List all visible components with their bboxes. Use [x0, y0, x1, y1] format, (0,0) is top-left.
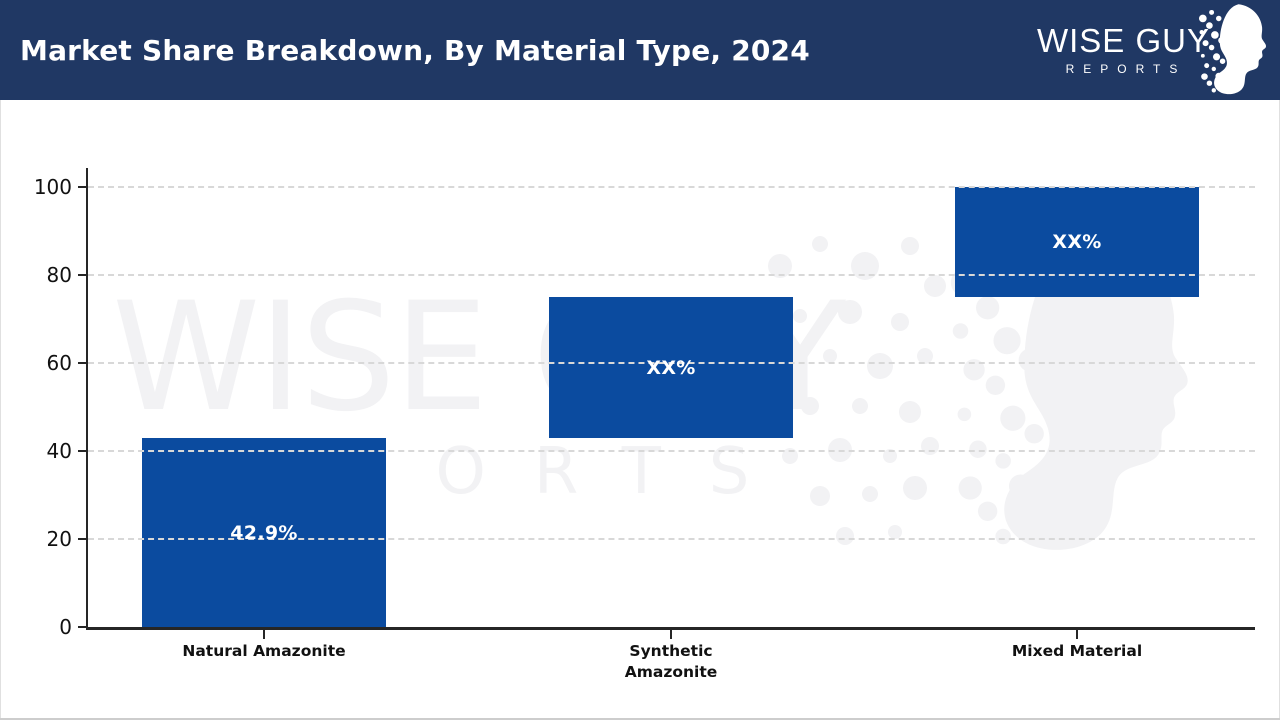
y-tick-80	[78, 274, 86, 276]
x-tick-label-2: Mixed Material	[1011, 642, 1143, 660]
y-tick-0	[78, 626, 86, 628]
brand-name: WISE GUY	[1036, 22, 1210, 59]
x-tick-1	[670, 630, 672, 639]
page-title: Market Share Breakdown, By Material Type…	[20, 33, 810, 67]
x-tick-label-0: Natural Amazonite	[182, 642, 346, 660]
gridline-60	[88, 362, 1255, 364]
x-tick-label-1: Synthetic Amazonite	[624, 642, 718, 681]
bar-natural-amazonite	[142, 438, 386, 627]
brand-logo-text: WISE GUY REPORTS	[1037, 24, 1210, 76]
header-bar: Market Share Breakdown, By Material Type…	[0, 0, 1280, 100]
x-tick-2	[1076, 630, 1078, 639]
y-tick-label-20: 20	[46, 527, 72, 551]
gridline-40	[88, 450, 1255, 452]
y-tick-label-40: 40	[46, 439, 72, 463]
bar-synthetic-amazonite	[549, 297, 793, 439]
x-axis-line	[86, 627, 1255, 630]
bar-value-label-1: XX%	[646, 356, 696, 379]
y-axis-line	[86, 168, 88, 629]
y-tick-label-60: 60	[46, 351, 72, 375]
y-tick-label-100: 100	[33, 175, 72, 199]
gridline-20	[88, 538, 1255, 540]
y-tick-100	[78, 186, 86, 188]
gridline-80	[88, 274, 1255, 276]
y-tick-20	[78, 538, 86, 540]
brand-subtitle: REPORTS	[1065, 62, 1187, 76]
y-tick-label-80: 80	[46, 263, 72, 287]
x-tick-0	[263, 630, 265, 639]
y-tick-60	[78, 362, 86, 364]
page-border-bottom	[0, 718, 1280, 720]
y-tick-label-0: 0	[59, 615, 72, 639]
bar-value-label-0: 42.9%	[230, 521, 298, 544]
bar-mixed-material	[955, 187, 1199, 297]
y-tick-40	[78, 450, 86, 452]
brand-logo: WISE GUY REPORTS	[1037, 2, 1270, 98]
page-border-left	[0, 100, 1, 720]
bar-value-label-2: XX%	[1052, 231, 1102, 253]
gridline-100	[88, 186, 1255, 188]
